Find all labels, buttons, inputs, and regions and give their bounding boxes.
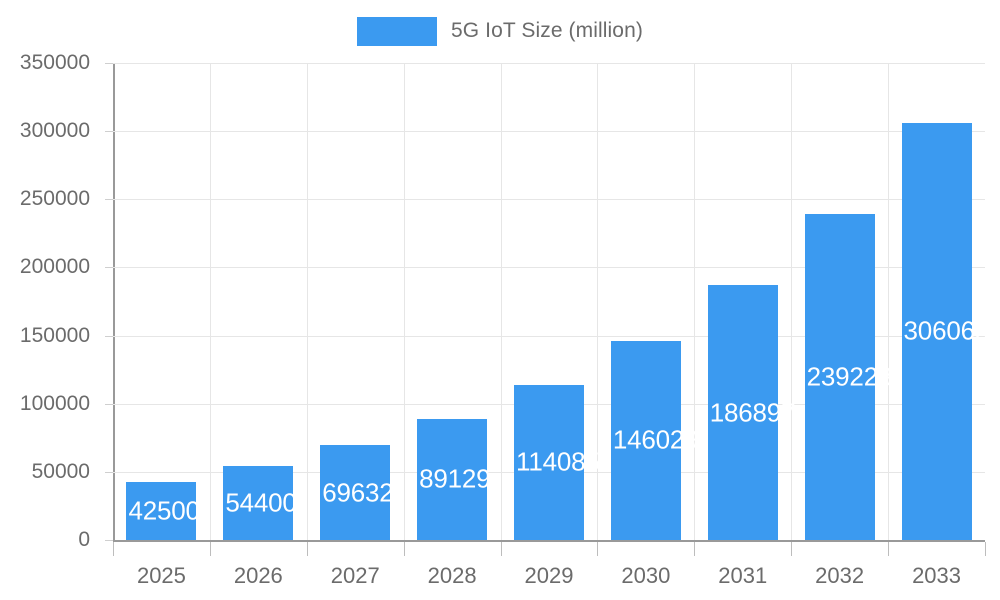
- bar[interactable]: [223, 465, 294, 540]
- bar-value-label: 306065: [903, 315, 990, 346]
- gridline: [113, 131, 985, 133]
- gridline: [113, 267, 985, 269]
- x-tick-mark: [985, 542, 986, 556]
- bar[interactable]: [514, 384, 584, 540]
- x-tick-mark: [888, 542, 889, 556]
- y-tick-mark: [105, 131, 113, 133]
- x-tick-mark: [501, 542, 502, 556]
- x-axis-tick-label: 2025: [136, 563, 186, 588]
- y-tick-mark: [105, 403, 113, 405]
- x-axis-tick-label: 2028: [427, 563, 477, 588]
- vertical-gridline: [404, 63, 405, 540]
- y-axis-tick-label: 200000: [19, 255, 90, 279]
- y-axis-tick-label: 250000: [19, 187, 90, 211]
- bar-value-label: 89129: [419, 463, 491, 494]
- plot-area: 0 50000 100000 150000 200000 250000 300000 3500…: [20, 51, 989, 588]
- y-axis-line: [113, 63, 115, 540]
- y-tick-mark: [105, 540, 113, 541]
- vertical-gridline: [210, 63, 211, 540]
- x-axis-tick-label: 2026: [233, 563, 283, 588]
- bar-value-label: 114085: [516, 446, 600, 477]
- x-axis-tick-label: 2033: [912, 563, 962, 588]
- gridline: [113, 335, 985, 337]
- bar-value-label: 239228: [806, 361, 893, 392]
- chart-legend: 5G IoT Size (million): [0, 10, 1000, 52]
- y-tick-mark: [105, 63, 113, 64]
- bar-value-label: 54400: [225, 487, 297, 518]
- bar-value-label: 42500: [128, 495, 200, 526]
- y-axis-tick-label: 300000: [19, 119, 90, 143]
- legend-label: 5G IoT Size (million): [451, 19, 643, 42]
- vertical-gridline: [597, 63, 598, 540]
- x-axis-tick-label: 2032: [815, 563, 865, 588]
- x-tick-mark: [791, 542, 792, 556]
- vertical-gridline: [501, 63, 502, 540]
- x-tick-mark: [210, 542, 211, 556]
- x-axis-tick-label: 2030: [621, 563, 671, 588]
- bar[interactable]: [610, 340, 681, 540]
- gridline: [113, 63, 985, 64]
- bar[interactable]: [320, 445, 391, 540]
- y-axis-tick-label: 0: [78, 528, 90, 551]
- legend-item-5g-iot-size[interactable]: 5G IoT Size (million): [357, 16, 643, 46]
- x-axis-tick-label: 2027: [330, 563, 380, 588]
- x-axis-line: [113, 540, 985, 542]
- bar-value-label: 146029: [612, 424, 699, 455]
- y-axis-tick-label: 350000: [19, 51, 90, 74]
- y-tick-mark: [105, 199, 113, 201]
- x-tick-mark: [597, 542, 598, 556]
- x-tick-mark: [307, 542, 308, 556]
- y-tick-mark: [105, 335, 113, 337]
- vertical-gridline: [791, 63, 792, 540]
- bar[interactable]: [126, 482, 197, 540]
- y-axis-tick-label: 150000: [19, 323, 90, 347]
- bar[interactable]: [804, 213, 875, 540]
- legend-color-swatch-icon: [357, 16, 438, 46]
- y-tick-mark: [105, 267, 113, 269]
- bar[interactable]: [707, 285, 778, 540]
- x-tick-mark: [404, 542, 405, 556]
- bar[interactable]: [417, 418, 488, 540]
- y-axis-tick-label: 100000: [19, 391, 90, 415]
- y-tick-mark: [105, 471, 113, 473]
- y-axis-tick-label: 50000: [31, 459, 90, 483]
- x-axis-tick-label: 2031: [718, 563, 768, 588]
- vertical-gridline: [307, 63, 308, 540]
- vertical-gridline: [888, 63, 889, 540]
- bar-value-label: 186897: [709, 397, 796, 428]
- x-axis-tick-label: 2029: [524, 563, 574, 588]
- x-tick-mark: [694, 542, 695, 556]
- bar-value-label: 69632: [322, 477, 394, 508]
- bar[interactable]: [901, 122, 972, 540]
- vertical-gridline: [694, 63, 695, 540]
- x-tick-mark: [113, 542, 114, 556]
- gridline: [113, 199, 985, 201]
